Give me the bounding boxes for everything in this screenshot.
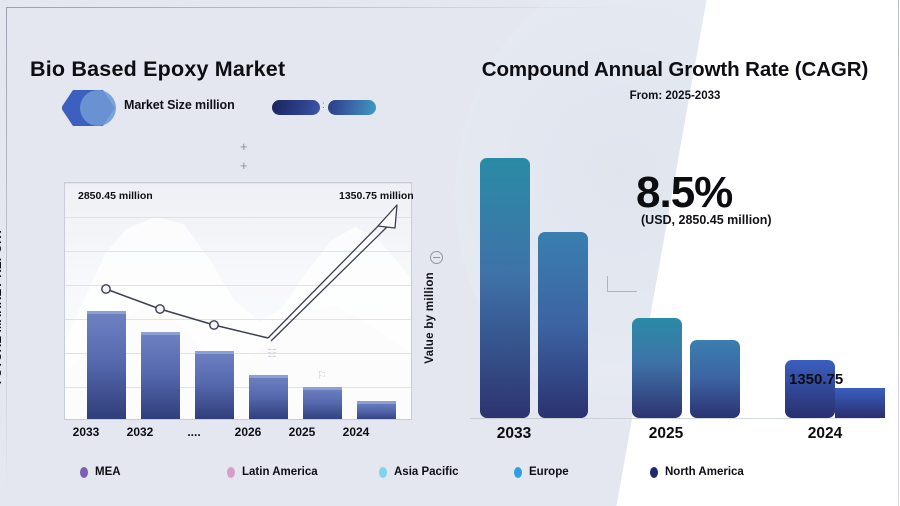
ghost-glyph-2: ⚐: [317, 370, 327, 382]
legend-label: North America: [665, 466, 744, 478]
left-title: Bio Based Epoxy Market: [30, 57, 286, 81]
circle-minus-icon: [430, 251, 443, 264]
legend-label: Europe: [529, 466, 569, 478]
header-pill-secondary: [328, 100, 376, 115]
legend-item-mea[interactable]: MEA: [80, 466, 121, 478]
legend-label: MEA: [95, 466, 121, 478]
left-chart-secondary-axis-label: Value by million: [424, 272, 436, 364]
right-chart-bars: [480, 158, 885, 418]
right-chart-xtick: 2025: [648, 425, 684, 442]
cagr-value: 8.5%: [636, 168, 733, 217]
right-chart-callout-value: 1350.75: [789, 371, 844, 388]
left-chart-xtick: 2032: [126, 425, 154, 439]
left-chart-xtick: 2024: [342, 425, 370, 439]
legend-item-asia-pacific[interactable]: Asia Pacific: [379, 466, 459, 478]
legend-dot-icon: [227, 466, 235, 478]
legend-item-north-america[interactable]: North America: [650, 466, 744, 478]
legend-item-latin-america[interactable]: Latin America: [227, 466, 318, 478]
gridline: [65, 387, 411, 388]
frame-border-top: [6, 7, 616, 8]
left-chart-value-label-end: 1350.75 million: [339, 190, 414, 202]
legend-label: Latin America: [242, 466, 318, 478]
left-chart-value-label-start: 2850.45 million: [78, 190, 153, 202]
left-chart-xtick: 2033: [72, 425, 100, 439]
gridline: [65, 217, 411, 218]
header-pill-primary: [272, 100, 320, 115]
header-pill-separator: :: [322, 100, 325, 111]
left-chart-xtick: 2025: [288, 425, 316, 439]
left-chart-y-axis-label: FUTURE MARKET REPORT: [0, 228, 4, 385]
legend-dot-icon: [379, 466, 387, 478]
legend-item-europe[interactable]: Europe: [514, 466, 569, 478]
legend-label: Asia Pacific: [394, 466, 459, 478]
left-chart-bars: [87, 311, 396, 419]
left-chart-xtick: ....: [187, 425, 201, 439]
gridline: [65, 319, 411, 320]
left-chart-line-and-arrow: [101, 204, 398, 342]
right-chart-xtick: 2024: [807, 425, 843, 442]
right-chart-baseline: [470, 418, 880, 419]
ghost-glyph-1: ☷: [267, 348, 277, 360]
gridline: [65, 285, 411, 286]
frame-border-left: [6, 7, 7, 499]
hexagon-circle-logo-icon: [61, 90, 120, 126]
gridline: [65, 183, 411, 184]
legend-dot-icon: [514, 466, 522, 478]
left-chart-plot-area: ☷ ⚐: [64, 182, 412, 420]
gridline: [65, 251, 411, 252]
right-chart-plot-area: [460, 140, 900, 440]
legend-dot-icon: [80, 466, 88, 478]
plus-icon-1: +: [240, 139, 248, 154]
right-chart-corner-mark: [607, 276, 637, 292]
right-subtitle: From: 2025-2033: [629, 90, 721, 102]
gridline: [65, 353, 411, 354]
legend: MEA Latin America Asia Pacific Europe No…: [80, 466, 780, 486]
right-chart-xtick: 2033: [496, 425, 532, 442]
frame-border-right: [898, 0, 899, 506]
plus-icon-2: +: [240, 158, 248, 173]
logo-label: Market Size million: [124, 98, 235, 112]
legend-dot-icon: [650, 466, 658, 478]
cagr-subvalue: (USD, 2850.45 million): [641, 213, 772, 227]
left-chart-xtick: 2026: [234, 425, 262, 439]
right-title: Compound Annual Growth Rate (CAGR): [481, 58, 869, 81]
